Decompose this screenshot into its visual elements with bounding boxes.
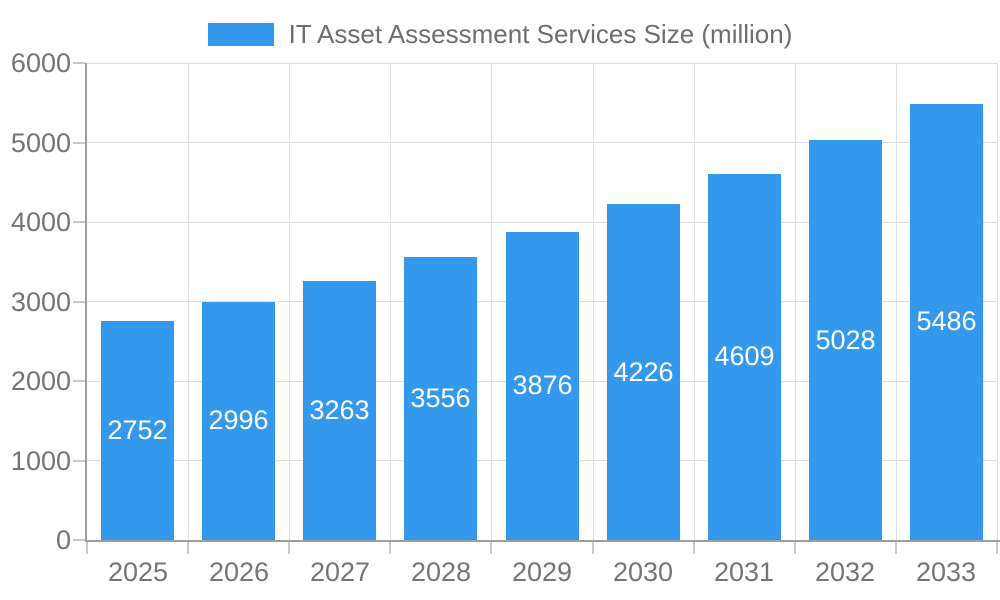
x-axis-tick: [86, 542, 88, 554]
bar: 4226: [607, 204, 680, 540]
gridline-horizontal: [87, 62, 997, 64]
x-axis-tick: [490, 542, 492, 554]
x-axis-tick: [187, 542, 189, 554]
gridline-vertical: [188, 63, 189, 540]
bar: 5486: [910, 103, 983, 540]
bar-value-label: 3556: [410, 383, 471, 414]
y-tick-label: 2000: [10, 366, 71, 396]
gridline-vertical: [491, 63, 492, 540]
x-tick-label: 2033: [915, 557, 977, 587]
x-tick-label: 2026: [208, 557, 270, 587]
bar-value-label: 4609: [714, 341, 775, 372]
y-tick-label: 5000: [10, 127, 71, 158]
x-axis-tick: [592, 542, 594, 554]
x-tick-label: 2032: [814, 557, 876, 587]
bar-value-label: 2996: [208, 405, 269, 436]
x-tick-label: 2027: [309, 557, 371, 587]
legend-label: IT Asset Assessment Services Size (milli…: [288, 19, 793, 49]
bar: 2752: [101, 321, 174, 540]
x-axis-tick: [389, 542, 391, 554]
x-tick-label: 2029: [511, 557, 573, 587]
x-tick-label: 2031: [713, 557, 775, 587]
bar: 2996: [202, 301, 275, 540]
bar: 3263: [303, 280, 376, 540]
x-axis-tick: [693, 542, 695, 554]
x-axis-tick: [288, 542, 290, 554]
bar-value-label: 5028: [815, 324, 876, 355]
gridline-vertical: [694, 63, 695, 540]
y-tick-label: 3000: [10, 286, 71, 317]
gridline-vertical: [390, 63, 391, 540]
x-tick-label: 2030: [612, 557, 674, 587]
bar-value-label: 5486: [916, 306, 977, 337]
gridline-vertical: [289, 63, 290, 540]
y-tick-label: 0: [55, 525, 71, 555]
x-axis-tick: [794, 542, 796, 554]
bar-value-label: 4226: [613, 356, 674, 387]
chart-legend: IT Asset Assessment Services Size (milli…: [0, 19, 1000, 50]
y-tick-label: 1000: [10, 445, 71, 476]
gridline-vertical: [896, 63, 897, 540]
y-tick-label: 6000: [10, 48, 71, 78]
gridline-vertical: [593, 63, 594, 540]
y-axis-line: [85, 63, 87, 542]
y-axis-tick: [73, 221, 85, 223]
y-axis-tick: [73, 141, 85, 144]
plot-area: 0 1000 2000 3000 4000 5000 6000 2752 2025 2996 202…: [11, 49, 1000, 587]
x-axis-tick: [895, 542, 897, 554]
bar: 4609: [708, 173, 781, 540]
x-axis-line: [85, 540, 1000, 542]
bar: 3556: [404, 257, 477, 540]
y-axis-tick: [73, 380, 85, 382]
gridline-vertical: [795, 63, 796, 540]
y-axis-tick: [73, 539, 85, 541]
bar-value-label: 3263: [309, 394, 370, 425]
legend-swatch: [207, 23, 274, 46]
x-axis-tick: [996, 542, 998, 554]
y-axis-tick: [73, 62, 85, 64]
y-tick-label: 4000: [10, 207, 71, 237]
bar: 3876: [506, 231, 579, 540]
y-axis-tick: [73, 459, 85, 462]
x-tick-label: 2028: [410, 557, 472, 587]
bar: 5028: [809, 140, 882, 540]
gridline-horizontal: [87, 142, 997, 143]
gridline-vertical: [997, 63, 998, 540]
y-axis-tick: [73, 300, 85, 303]
gridline-horizontal: [87, 221, 997, 223]
bar-value-label: 3876: [512, 370, 573, 401]
x-tick-label: 2025: [107, 557, 169, 587]
bar-value-label: 2752: [107, 415, 168, 446]
